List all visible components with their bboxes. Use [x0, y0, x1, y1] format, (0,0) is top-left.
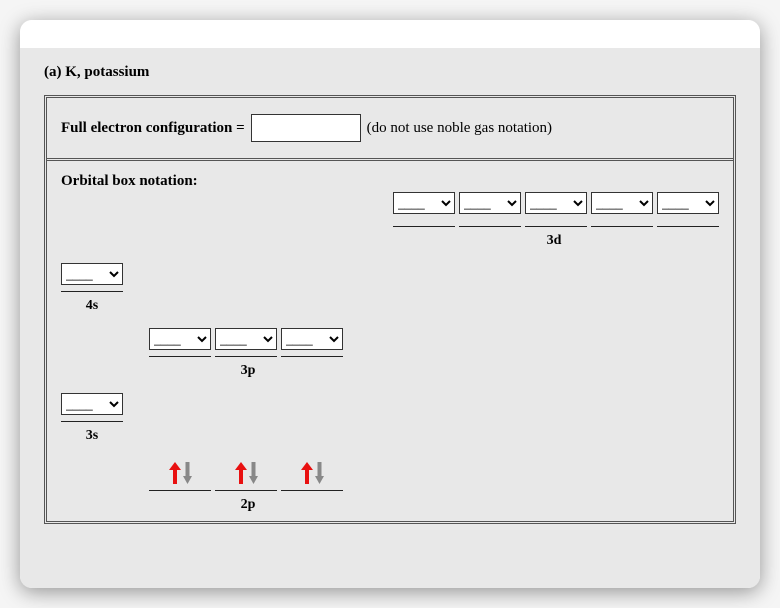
- orbital-select-4s-1[interactable]: ____: [61, 263, 123, 285]
- label-3p: 3p: [149, 363, 347, 379]
- arrow-up-icon: [301, 462, 313, 484]
- orbital-select-3d-1[interactable]: ____: [393, 192, 455, 214]
- bordered-container: Full electron configuration = (do not us…: [44, 95, 736, 524]
- row-4s: ____ 4s: [61, 263, 123, 314]
- orbital-title: Orbital box notation:: [61, 173, 719, 190]
- orbital-select-3p-3[interactable]: ____: [281, 328, 343, 350]
- row-3p: ____ ____ ____ 3p: [149, 328, 719, 379]
- config-input[interactable]: [251, 114, 361, 142]
- arrow-up-icon: [235, 462, 247, 484]
- arrow-up-icon: [169, 462, 181, 484]
- label-4s: 4s: [61, 298, 123, 314]
- orbital-select-3d-2[interactable]: ____: [459, 192, 521, 214]
- orbital-select-3s-1[interactable]: ____: [61, 393, 123, 415]
- label-3s: 3s: [61, 428, 123, 444]
- worksheet-page: (a) K, potassium Full electron configura…: [20, 20, 760, 588]
- label-3d: 3d: [389, 233, 719, 249]
- orbital-section: Orbital box notation: ____ ____ ____ ___…: [47, 161, 733, 521]
- orbital-select-3d-5[interactable]: ____: [657, 192, 719, 214]
- orbital-select-3p-2[interactable]: ____: [215, 328, 277, 350]
- row-3s: ____ 3s: [61, 393, 123, 444]
- arrow-down-icon: [315, 462, 324, 484]
- arrow-down-icon: [249, 462, 258, 484]
- orbital-filled-2p-2: [215, 458, 277, 484]
- part-label: (a) K, potassium: [44, 64, 736, 81]
- arrow-down-icon: [183, 462, 192, 484]
- row-2p: 2p: [149, 458, 719, 513]
- config-hint: (do not use noble gas notation): [367, 120, 552, 137]
- electron-config-row: Full electron configuration = (do not us…: [47, 98, 733, 161]
- orbital-select-3p-1[interactable]: ____: [149, 328, 211, 350]
- header-blank: [20, 20, 760, 48]
- label-2p: 2p: [149, 497, 347, 513]
- row-3d-lines: [61, 220, 719, 227]
- content-region: (a) K, potassium Full electron configura…: [20, 48, 760, 588]
- orbital-filled-2p-3: [281, 458, 343, 484]
- config-prompt: Full electron configuration =: [61, 120, 245, 137]
- row-3d-selects: ____ ____ ____ ____ ____: [61, 192, 719, 214]
- orbital-select-3d-3[interactable]: ____: [525, 192, 587, 214]
- orbital-select-3d-4[interactable]: ____: [591, 192, 653, 214]
- orbital-filled-2p-1: [149, 458, 211, 484]
